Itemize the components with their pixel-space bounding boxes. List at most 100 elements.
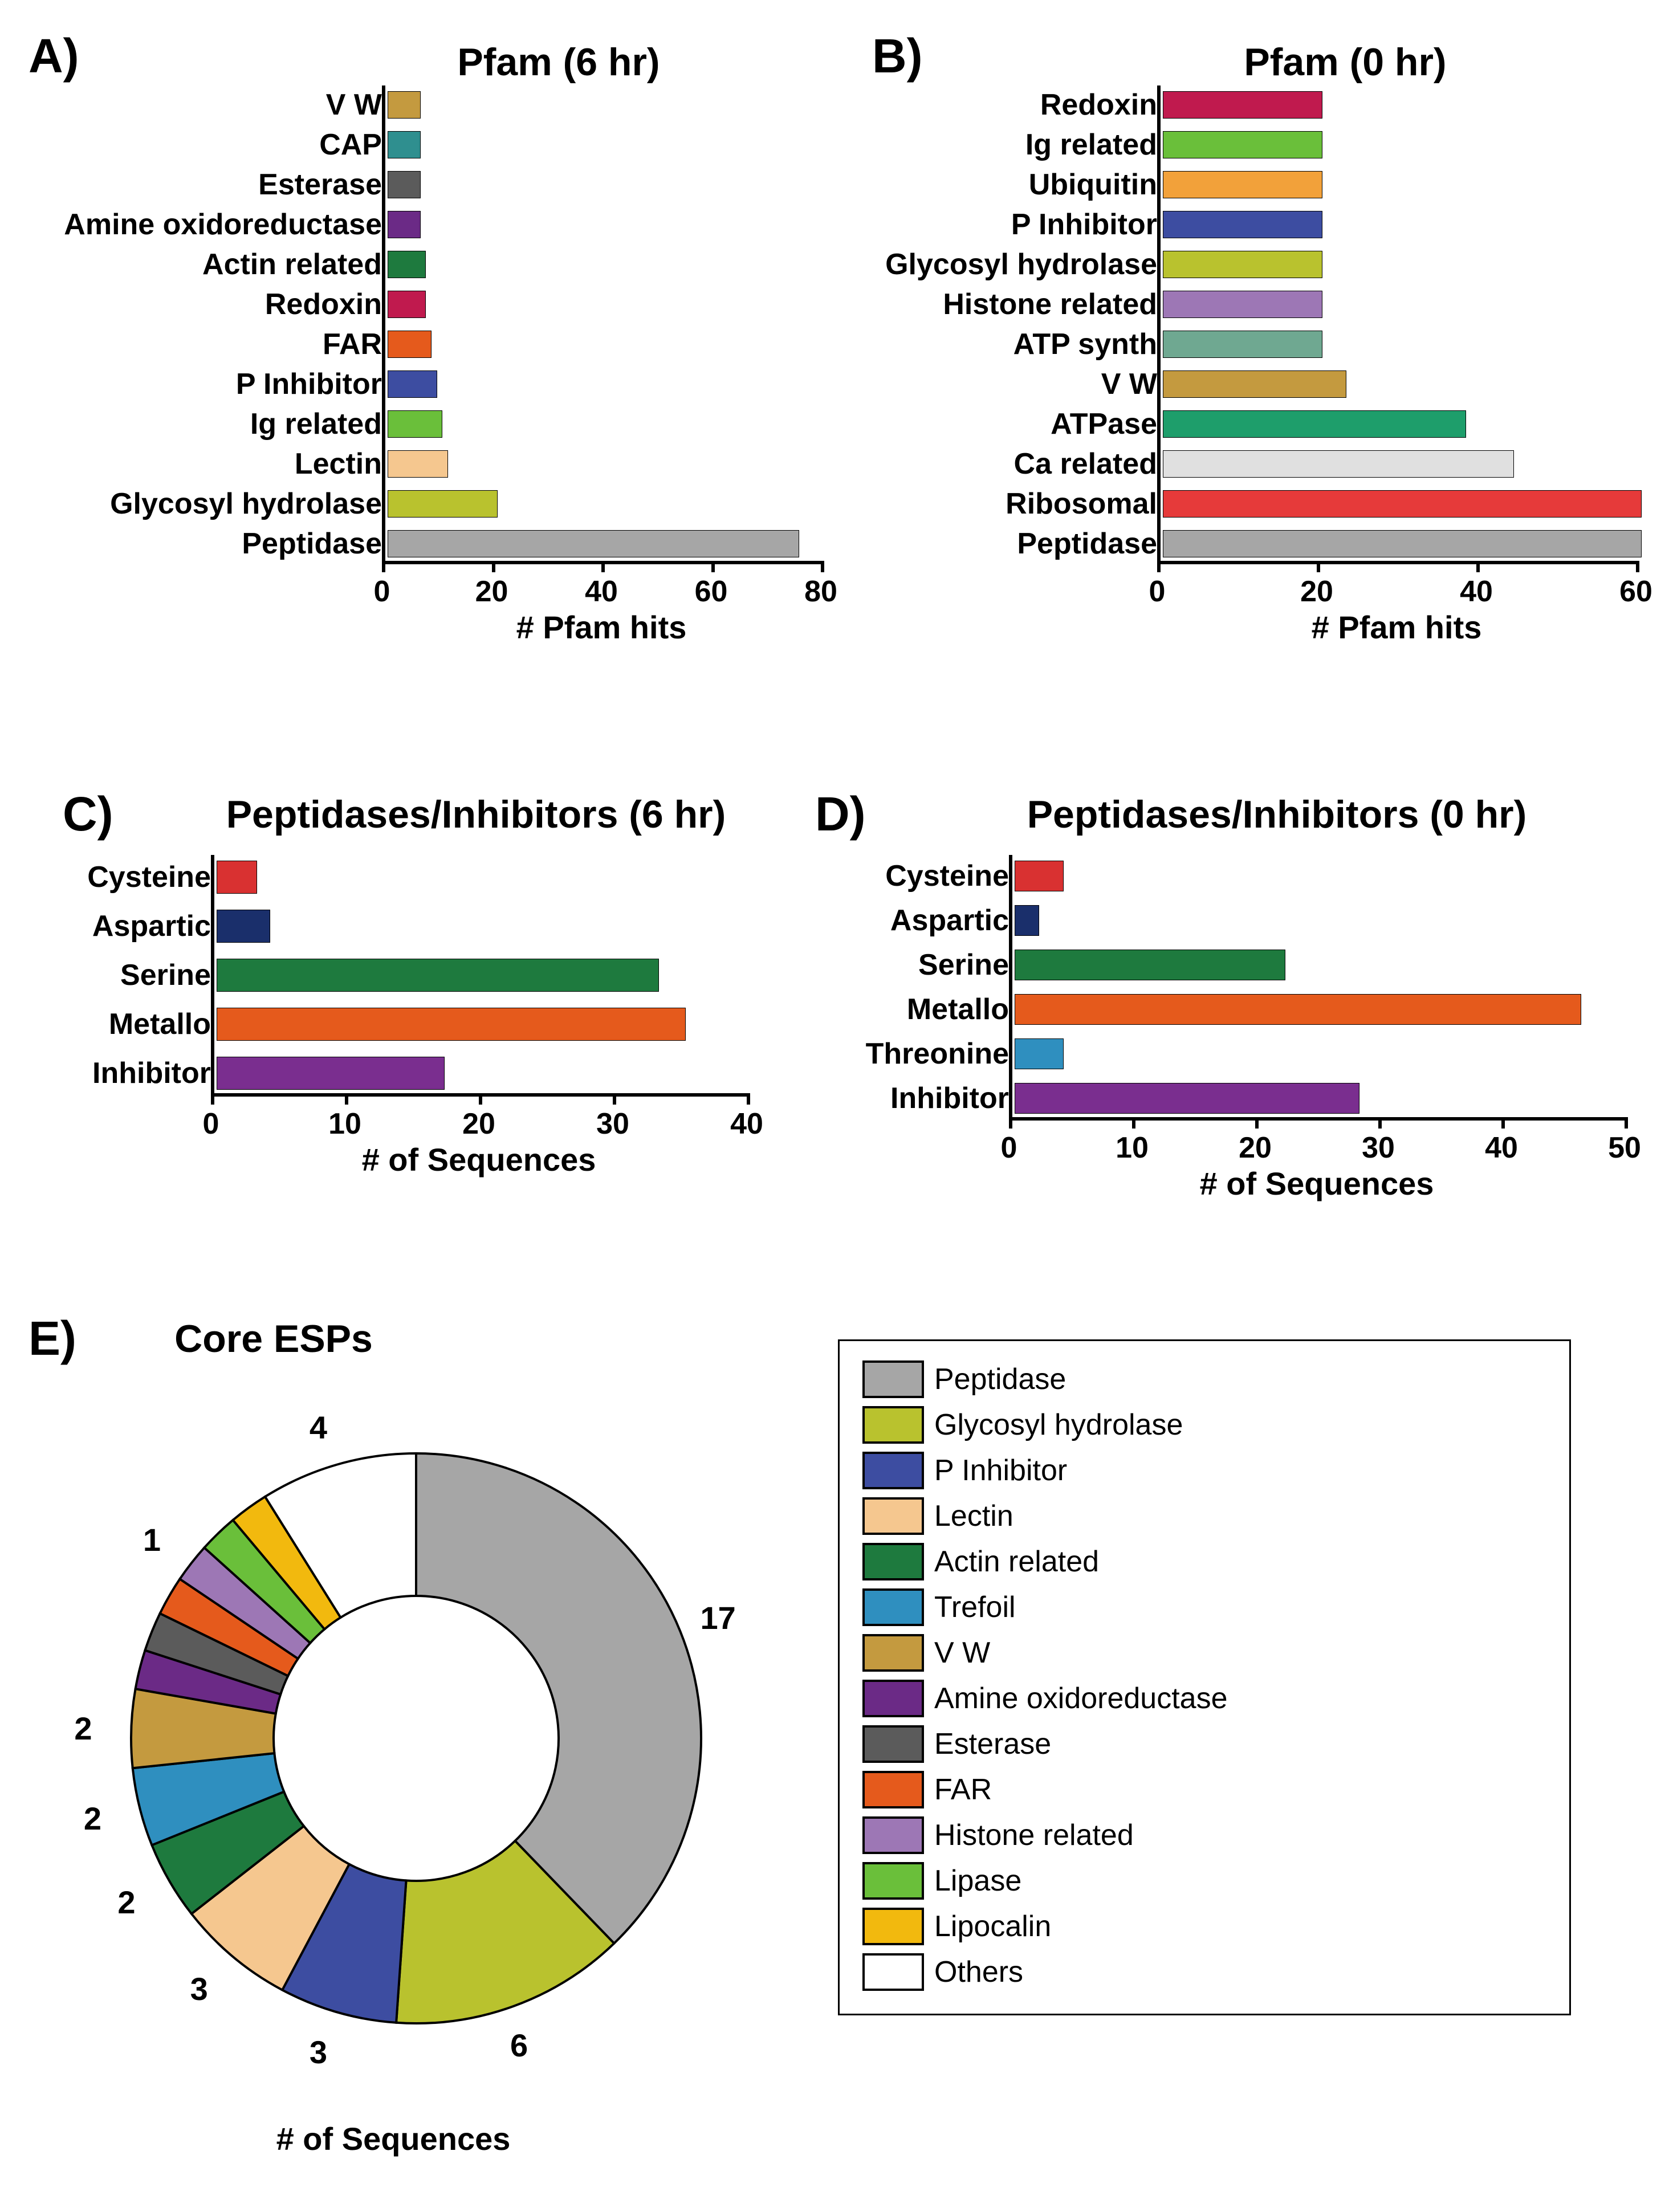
bar-label: ATP synth bbox=[884, 327, 1163, 361]
legend-label: Trefoil bbox=[934, 1590, 1016, 1624]
x-tick-label: 0 bbox=[203, 1107, 219, 1141]
bar-fill bbox=[388, 410, 442, 438]
bar-row: Histone related bbox=[884, 291, 1636, 318]
legend-label: Amine oxidoreductase bbox=[934, 1681, 1228, 1716]
bar-label: Ubiquitin bbox=[884, 168, 1163, 202]
legend-label: Peptidase bbox=[934, 1362, 1066, 1396]
legend-item: Amine oxidoreductase bbox=[862, 1677, 1546, 1720]
legend-label: Glycosyl hydrolase bbox=[934, 1408, 1183, 1442]
x-tick bbox=[1009, 1117, 1012, 1129]
x-tick bbox=[382, 561, 385, 572]
bar-fill bbox=[217, 959, 659, 992]
bar-row: ATPase bbox=[884, 410, 1636, 438]
panel-b: B) Pfam (0 hr) RedoxinIg relatedUbiquiti… bbox=[861, 17, 1647, 701]
legend-item: FAR bbox=[862, 1769, 1546, 1811]
legend-swatch bbox=[862, 1725, 924, 1763]
bar-label: Serine bbox=[838, 948, 1015, 982]
x-tick bbox=[211, 1093, 214, 1105]
bar-fill bbox=[1163, 331, 1322, 358]
bar-label: V W bbox=[884, 367, 1163, 401]
bar-row: Peptidase bbox=[884, 530, 1636, 557]
legend-item: Others bbox=[862, 1951, 1546, 1993]
bar-row: Serine bbox=[63, 959, 747, 992]
x-tick-label: 10 bbox=[1116, 1131, 1149, 1165]
panel-e-title: Core ESPs bbox=[131, 1317, 416, 1361]
bar-label: Inhibitor bbox=[63, 1056, 217, 1090]
x-tick bbox=[1157, 561, 1161, 572]
bar-fill bbox=[1163, 91, 1322, 119]
bar-fill bbox=[1015, 861, 1064, 891]
bar-row: P Inhibitor bbox=[884, 211, 1636, 238]
legend-label: Lectin bbox=[934, 1499, 1013, 1533]
legend-swatch bbox=[862, 1771, 924, 1808]
bar-label: Aspartic bbox=[838, 903, 1015, 938]
legend-item: Trefoil bbox=[862, 1586, 1546, 1628]
legend-item: Esterase bbox=[862, 1723, 1546, 1765]
bar-fill bbox=[388, 331, 432, 358]
bar-label: Glycosyl hydrolase bbox=[63, 487, 388, 521]
donut-value-label: 2 bbox=[84, 1800, 101, 1837]
bar-fill bbox=[1015, 994, 1581, 1025]
panel-c: C) Peptidases/Inhibitors (6 hr) Cysteine… bbox=[17, 781, 815, 1225]
x-axis-title: # of Sequences bbox=[211, 1141, 747, 1178]
x-tick-label: 50 bbox=[1608, 1131, 1641, 1165]
bar-label: Ig related bbox=[63, 407, 388, 441]
x-tick-label: 60 bbox=[695, 575, 728, 609]
x-tick bbox=[1501, 1117, 1505, 1129]
panel-c-title: Peptidases/Inhibitors (6 hr) bbox=[177, 792, 775, 837]
bar-label: Redoxin bbox=[884, 88, 1163, 122]
bar-fill bbox=[1163, 410, 1466, 438]
bar-row: Ig related bbox=[884, 131, 1636, 158]
bar-label: V W bbox=[63, 88, 388, 122]
x-tick-label: 40 bbox=[1460, 575, 1493, 609]
bar-row: Inhibitor bbox=[838, 1083, 1625, 1114]
bar-label: Amine oxidoreductase bbox=[63, 207, 388, 242]
bar-fill bbox=[1163, 171, 1322, 198]
legend-item: P Inhibitor bbox=[862, 1449, 1546, 1492]
legend-swatch bbox=[862, 1680, 924, 1717]
bar-label: Metallo bbox=[63, 1007, 217, 1041]
x-tick bbox=[1132, 1117, 1135, 1129]
bar-fill bbox=[217, 1057, 445, 1090]
legend-label: Lipase bbox=[934, 1864, 1021, 1898]
bar-label: ATPase bbox=[884, 407, 1163, 441]
legend-item: Actin related bbox=[862, 1541, 1546, 1583]
bar-fill bbox=[1163, 131, 1322, 158]
panel-e-donut: 1763322214 bbox=[63, 1385, 770, 2092]
bar-row: Metallo bbox=[63, 1008, 747, 1041]
bar-row: Redoxin bbox=[63, 291, 821, 318]
panel-e-label: E) bbox=[29, 1311, 76, 1366]
panel-d-title: Peptidases/Inhibitors (0 hr) bbox=[963, 792, 1590, 837]
bar-label: Ribosomal bbox=[884, 487, 1163, 521]
bar-fill bbox=[1163, 490, 1642, 518]
y-axis bbox=[1157, 85, 1161, 564]
bar-label: Cysteine bbox=[838, 859, 1015, 893]
bar-fill bbox=[1163, 211, 1322, 238]
bar-row: FAR bbox=[63, 331, 821, 358]
panel-e: E) Core ESPs 1763322214 # of Sequences P… bbox=[17, 1305, 1652, 2194]
bar-fill bbox=[388, 291, 426, 318]
x-tick-label: 20 bbox=[475, 575, 508, 609]
x-tick bbox=[1378, 1117, 1382, 1129]
x-tick bbox=[345, 1093, 348, 1105]
legend-swatch bbox=[862, 1588, 924, 1626]
bar-row: Lectin bbox=[63, 450, 821, 478]
bar-row: Glycosyl hydrolase bbox=[63, 490, 821, 518]
bar-fill bbox=[388, 450, 448, 478]
legend-swatch bbox=[862, 1497, 924, 1535]
bar-label: Ca related bbox=[884, 447, 1163, 481]
bar-fill bbox=[217, 1008, 686, 1041]
panel-a-chart: V WCAPEsteraseAmine oxidoreductaseActin … bbox=[63, 91, 821, 661]
x-tick-label: 40 bbox=[1485, 1131, 1518, 1165]
bar-row: V W bbox=[884, 370, 1636, 398]
legend-label: V W bbox=[934, 1636, 990, 1670]
x-tick bbox=[1255, 1117, 1259, 1129]
panel-a-title: Pfam (6 hr) bbox=[359, 40, 758, 84]
legend-swatch bbox=[862, 1634, 924, 1672]
bar-label: Serine bbox=[63, 958, 217, 992]
figure-root: A) Pfam (6 hr) V WCAPEsteraseAmine oxido… bbox=[17, 17, 1652, 2195]
bar-fill bbox=[1163, 251, 1322, 278]
panel-d: D) Peptidases/Inhibitors (0 hr) Cysteine… bbox=[804, 781, 1647, 1225]
bar-fill bbox=[388, 91, 421, 119]
donut-slice bbox=[416, 1453, 701, 1944]
